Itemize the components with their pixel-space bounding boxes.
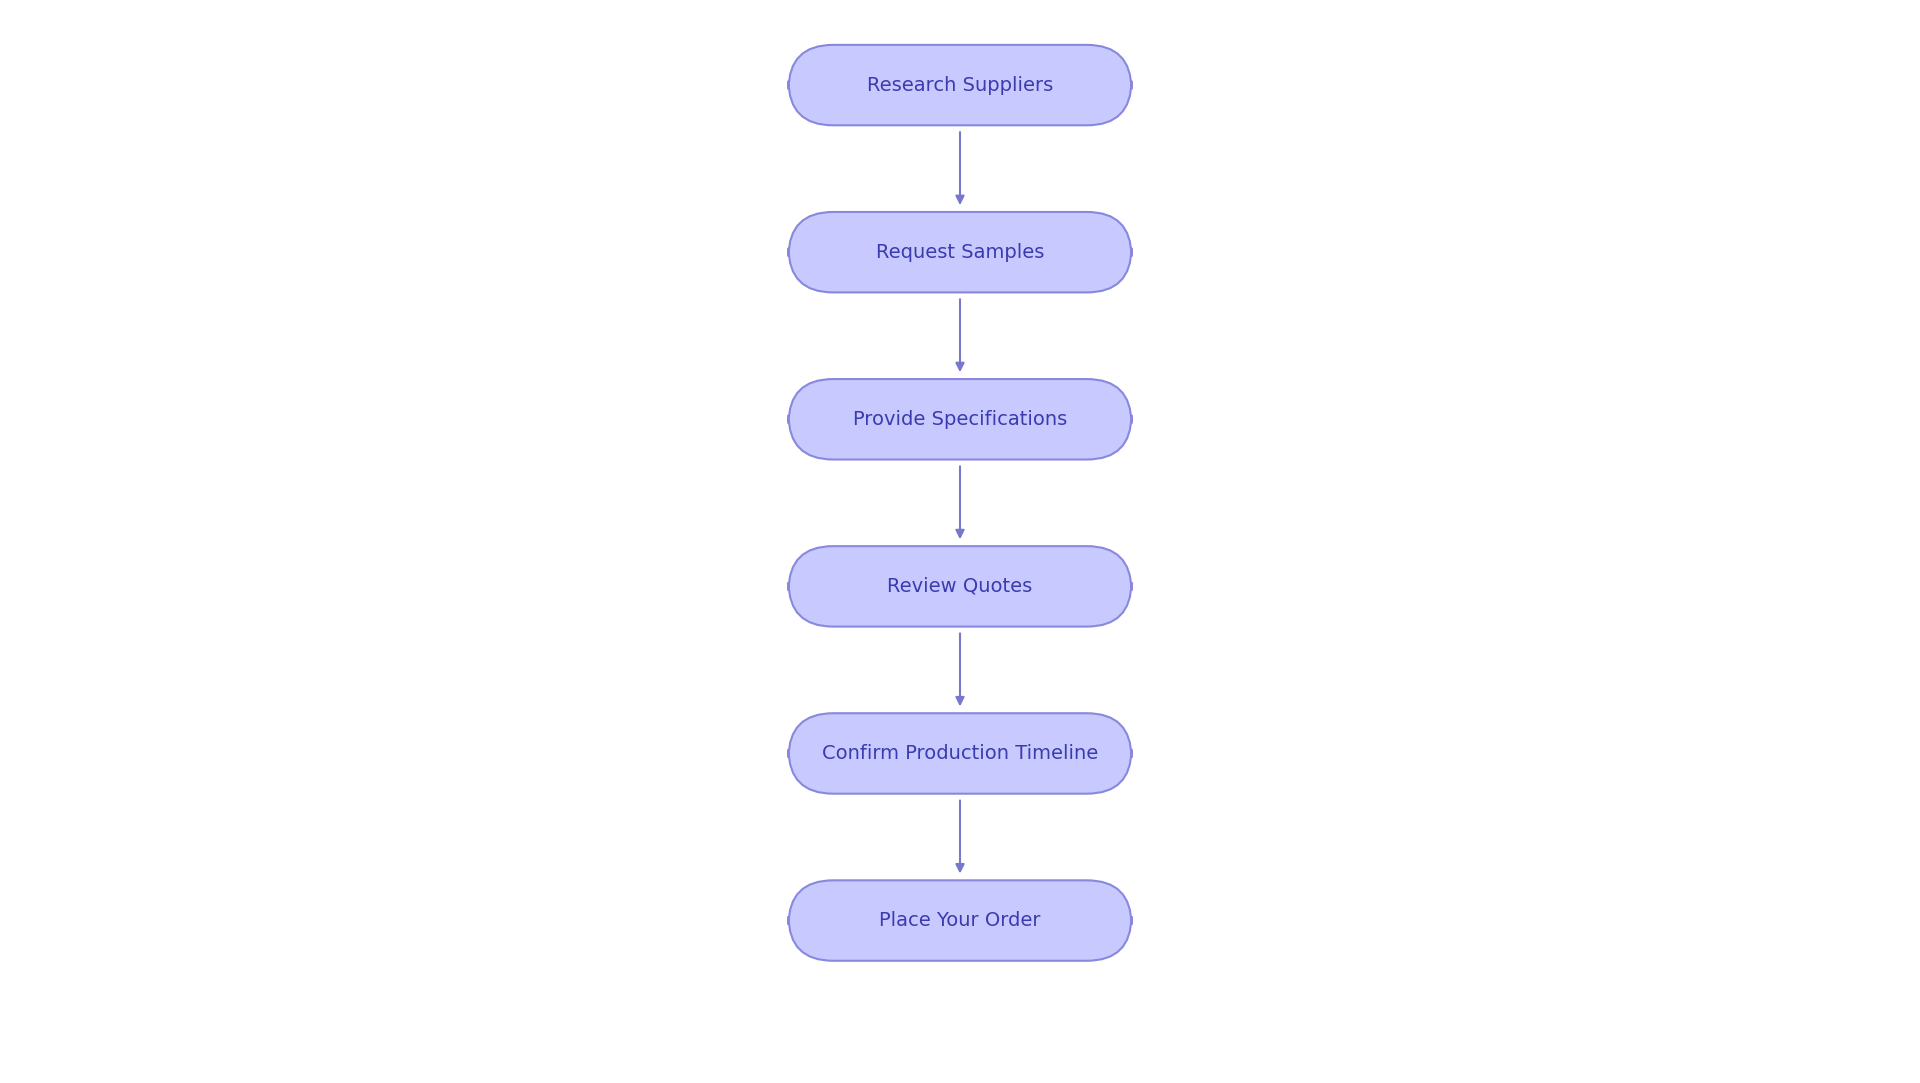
Text: Request Samples: Request Samples [876, 243, 1044, 262]
FancyBboxPatch shape [789, 379, 1131, 459]
FancyBboxPatch shape [789, 714, 1131, 794]
FancyBboxPatch shape [789, 212, 1131, 292]
Text: Review Quotes: Review Quotes [887, 577, 1033, 596]
Text: Research Suppliers: Research Suppliers [866, 76, 1054, 94]
Text: Provide Specifications: Provide Specifications [852, 409, 1068, 429]
Text: Place Your Order: Place Your Order [879, 911, 1041, 930]
FancyBboxPatch shape [789, 880, 1131, 961]
FancyBboxPatch shape [789, 44, 1131, 126]
FancyBboxPatch shape [789, 546, 1131, 627]
Text: Confirm Production Timeline: Confirm Production Timeline [822, 744, 1098, 762]
